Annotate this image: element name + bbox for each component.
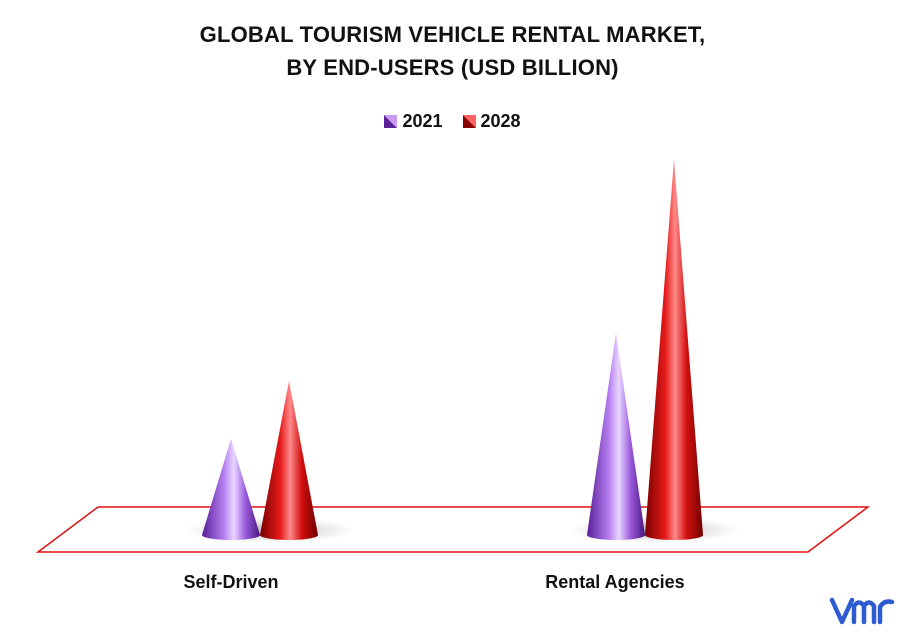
cone-rental-agencies-2021 xyxy=(587,332,645,540)
category-label-rental-agencies: Rental Agencies xyxy=(545,572,684,592)
cone-self-driven-2021 xyxy=(202,438,260,540)
legend-label-2028: 2028 xyxy=(480,111,521,131)
chart-marks xyxy=(185,159,740,543)
chart-title: GLOBAL TOURISM VEHICLE RENTAL MARKET, BY… xyxy=(0,18,905,84)
legend-label-2021: 2021 xyxy=(402,111,443,131)
legend-swatch-2021 xyxy=(384,115,398,128)
chart-title-line-2: BY END-USERS (USD BILLION) xyxy=(286,55,619,80)
category-label-self-driven: Self-Driven xyxy=(183,572,278,592)
legend-swatch-2028 xyxy=(462,115,476,128)
legend-item-2021: 2021 xyxy=(384,111,443,132)
cone-rental-agencies-2028 xyxy=(645,159,703,540)
cone-self-driven-2028 xyxy=(260,381,318,540)
legend-item-2028: 2028 xyxy=(462,111,521,132)
chart-legend: 2021 2028 xyxy=(0,111,905,132)
vmr-logo-icon xyxy=(829,597,895,625)
chart-floor xyxy=(35,506,871,553)
chart-title-line-1: GLOBAL TOURISM VEHICLE RENTAL MARKET, xyxy=(199,22,706,47)
